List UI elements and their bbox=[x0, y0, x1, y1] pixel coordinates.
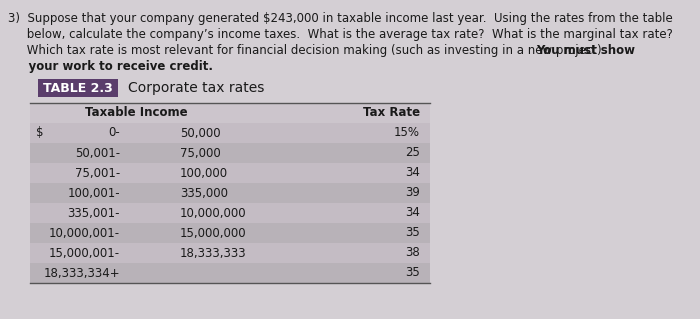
Bar bbox=[30, 103, 430, 123]
Text: 335,000: 335,000 bbox=[180, 187, 228, 199]
Text: 18,333,333: 18,333,333 bbox=[180, 247, 246, 259]
Bar bbox=[30, 143, 430, 163]
Text: 34: 34 bbox=[405, 167, 420, 180]
Text: 50,001-: 50,001- bbox=[75, 146, 120, 160]
Text: 35: 35 bbox=[405, 226, 420, 240]
Text: 0-: 0- bbox=[108, 127, 120, 139]
Text: 75,001-: 75,001- bbox=[75, 167, 120, 180]
Text: 15%: 15% bbox=[394, 127, 420, 139]
Bar bbox=[30, 123, 430, 143]
Text: 335,001-: 335,001- bbox=[67, 206, 120, 219]
Text: 75,000: 75,000 bbox=[180, 146, 220, 160]
Text: 25: 25 bbox=[405, 146, 420, 160]
Text: TABLE 2.3: TABLE 2.3 bbox=[43, 81, 113, 94]
Text: 18,333,334+: 18,333,334+ bbox=[43, 266, 120, 279]
Text: 10,000,000: 10,000,000 bbox=[180, 206, 246, 219]
Bar bbox=[30, 223, 430, 243]
Text: 100,000: 100,000 bbox=[180, 167, 228, 180]
Text: 50,000: 50,000 bbox=[180, 127, 220, 139]
Text: You must show: You must show bbox=[536, 44, 635, 57]
Text: 35: 35 bbox=[405, 266, 420, 279]
Text: Taxable Income: Taxable Income bbox=[85, 107, 188, 120]
Text: 38: 38 bbox=[405, 247, 420, 259]
Text: below, calculate the company’s income taxes.  What is the average tax rate?  Wha: below, calculate the company’s income ta… bbox=[8, 28, 673, 41]
Text: 10,000,001-: 10,000,001- bbox=[49, 226, 120, 240]
Text: 15,000,000: 15,000,000 bbox=[180, 226, 246, 240]
Text: Tax Rate: Tax Rate bbox=[363, 107, 420, 120]
Bar bbox=[30, 203, 430, 223]
Text: 3)  Suppose that your company generated $243,000 in taxable income last year.  U: 3) Suppose that your company generated $… bbox=[8, 12, 673, 25]
Text: your work to receive credit.: your work to receive credit. bbox=[8, 60, 213, 73]
Text: 39: 39 bbox=[405, 187, 420, 199]
Text: 100,001-: 100,001- bbox=[67, 187, 120, 199]
Text: Which tax rate is most relevant for financial decision making (such as investing: Which tax rate is most relevant for fina… bbox=[8, 44, 613, 57]
Text: 34: 34 bbox=[405, 206, 420, 219]
Text: Corporate tax rates: Corporate tax rates bbox=[128, 81, 265, 95]
Bar bbox=[30, 163, 430, 183]
Bar bbox=[38, 79, 118, 97]
Bar bbox=[30, 243, 430, 263]
Bar bbox=[30, 263, 430, 283]
Bar bbox=[30, 183, 430, 203]
Text: 15,000,001-: 15,000,001- bbox=[49, 247, 120, 259]
Text: $: $ bbox=[36, 127, 43, 139]
